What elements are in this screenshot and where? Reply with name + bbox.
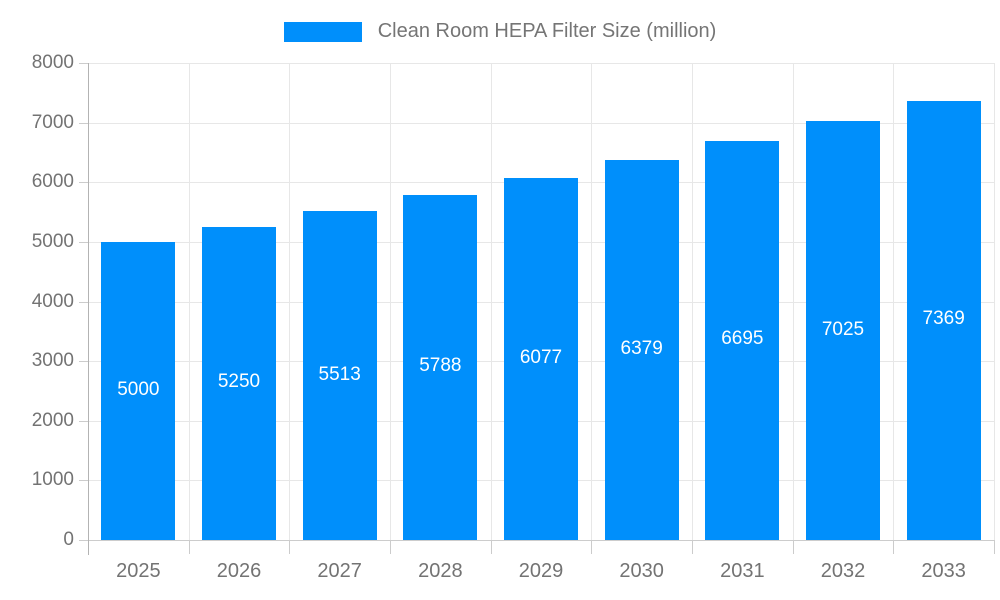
y-axis-tick <box>79 182 88 184</box>
bar-value-label: 5000 <box>117 378 160 400</box>
bar-value-label: 5788 <box>419 355 462 377</box>
y-axis-label: 5000 <box>31 230 74 252</box>
x-axis-label: 2029 <box>518 560 564 582</box>
bar-2025[interactable] <box>101 241 176 540</box>
y-axis-label: 3000 <box>31 350 74 372</box>
bar-2028[interactable] <box>403 194 478 540</box>
bar-2026[interactable] <box>202 226 276 540</box>
y-axis-label: 7000 <box>31 111 74 133</box>
y-axis-label: 2000 <box>31 409 74 431</box>
v-gridline <box>893 63 895 540</box>
x-axis-label: 2025 <box>116 560 161 582</box>
bar-value-label: 5250 <box>217 371 261 393</box>
bar-2031[interactable] <box>705 140 780 540</box>
bar-2029[interactable] <box>504 177 578 540</box>
y-axis-line <box>88 63 89 555</box>
x-axis-tick <box>994 540 995 554</box>
y-axis-label: 1000 <box>31 469 74 491</box>
bar-2030[interactable] <box>604 159 679 540</box>
y-axis-tick <box>79 63 88 64</box>
y-axis-label: 6000 <box>31 171 74 193</box>
v-gridline <box>994 63 995 540</box>
x-axis-tick <box>289 540 291 554</box>
v-gridline <box>390 63 391 540</box>
legend-marker <box>283 21 362 42</box>
v-gridline <box>490 63 492 540</box>
v-gridline <box>792 63 794 540</box>
y-axis-tick <box>79 301 88 303</box>
v-gridline <box>591 63 593 540</box>
y-axis-label: 0 <box>63 529 74 550</box>
y-axis-tick <box>79 540 88 541</box>
x-axis-label: 2026 <box>216 560 262 582</box>
y-axis-tick <box>79 480 88 482</box>
x-axis-line <box>88 540 994 541</box>
x-axis-label: 2028 <box>418 560 463 582</box>
x-axis-label: 2032 <box>820 560 866 582</box>
x-axis-label: 2033 <box>921 560 966 582</box>
h-gridline <box>88 63 994 64</box>
legend-title-label: Clean Room HEPA Filter Size (million) <box>377 20 717 42</box>
x-axis-tick <box>188 540 190 554</box>
y-axis-tick <box>79 241 88 243</box>
h-gridline <box>88 122 994 124</box>
x-axis-label: 2030 <box>619 560 664 582</box>
bar-value-label: 6379 <box>620 337 663 359</box>
chart-legend[interactable]: Clean Room HEPA Filter Size (million) <box>0 20 1000 43</box>
y-axis-tick <box>79 122 88 124</box>
v-gridline <box>188 63 190 540</box>
x-axis-label: 2027 <box>317 560 362 582</box>
bar-2033[interactable] <box>906 100 981 540</box>
y-axis-label: 8000 <box>31 52 74 73</box>
v-gridline <box>289 63 291 540</box>
bar-value-label: 7025 <box>821 318 865 340</box>
x-axis-tick <box>893 540 895 554</box>
bar-2027[interactable] <box>302 211 377 540</box>
y-axis-label: 4000 <box>31 290 74 312</box>
bar-value-label: 5513 <box>318 363 361 385</box>
x-axis-tick <box>692 540 693 554</box>
y-axis-tick <box>79 361 88 363</box>
y-axis-tick <box>79 420 88 422</box>
bar-value-label: 6077 <box>519 346 563 368</box>
x-axis-tick <box>591 540 593 554</box>
x-axis-tick <box>792 540 794 554</box>
x-axis-label: 2031 <box>720 560 765 582</box>
bar-value-label: 7369 <box>922 308 965 330</box>
x-axis-tick <box>490 540 492 554</box>
x-axis-tick <box>390 540 391 554</box>
v-gridline <box>692 63 693 540</box>
bar-value-label: 6695 <box>721 328 764 350</box>
bar-2032[interactable] <box>806 121 880 540</box>
